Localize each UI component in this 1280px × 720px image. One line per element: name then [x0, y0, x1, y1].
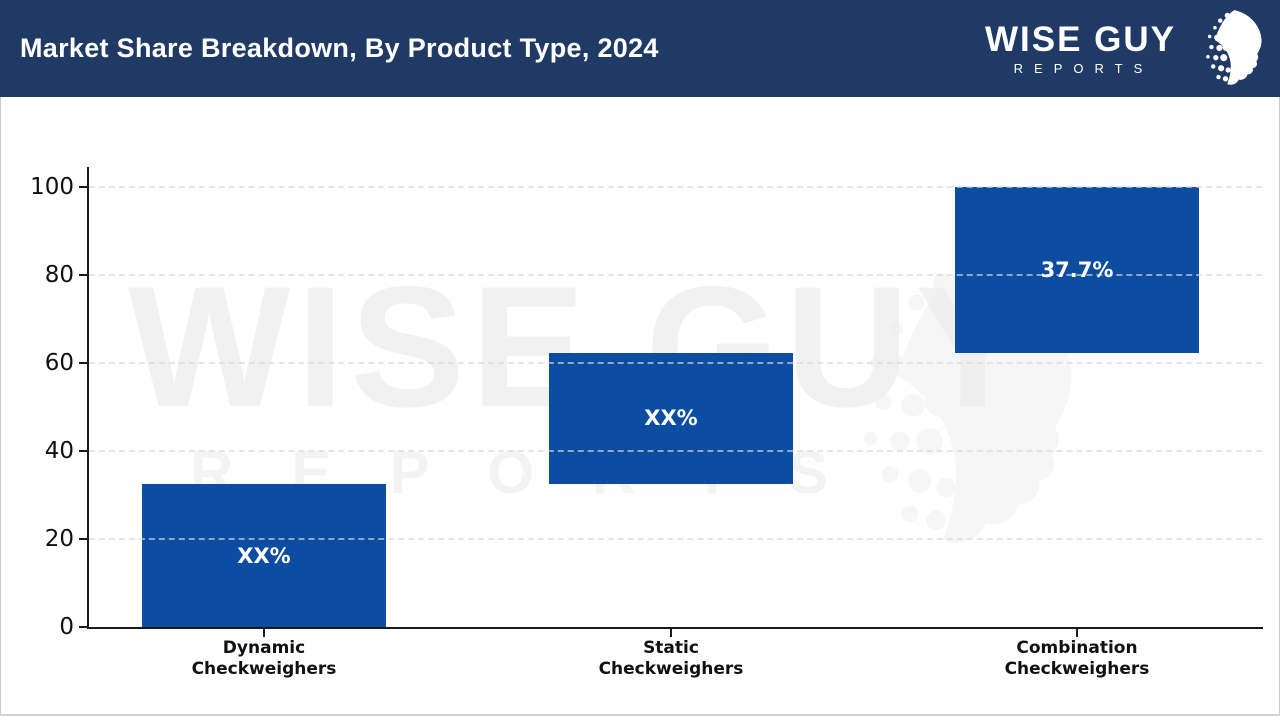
brand-logo-text: WISE GUY REPORTS	[984, 19, 1176, 76]
brand-subtitle: REPORTS	[1013, 60, 1154, 76]
bar-value-label: XX%	[644, 406, 698, 431]
x-tick	[670, 629, 672, 637]
category-label-line: Dynamic	[222, 638, 306, 658]
y-tick-label: 80	[44, 262, 74, 288]
gridline	[89, 450, 1262, 452]
category-label: Static Checkweighers	[511, 638, 831, 680]
bar-segment	[549, 352, 793, 484]
gridline	[89, 186, 1262, 188]
y-tick-label: 40	[44, 438, 74, 464]
y-tick-label: 60	[44, 350, 74, 376]
bar-value-label: 37.7%	[1040, 257, 1114, 282]
bottom-divider	[0, 714, 1280, 716]
x-tick	[1076, 629, 1078, 637]
y-tick	[79, 274, 87, 276]
y-tick	[79, 538, 87, 540]
y-tick	[79, 626, 87, 628]
category-label-line: Combination	[1016, 638, 1138, 658]
header-bar: Market Share Breakdown, By Product Type,…	[0, 0, 1280, 97]
y-tick	[79, 362, 87, 364]
x-tick	[263, 629, 265, 637]
brand-name: WISE GUY	[984, 19, 1176, 59]
y-axis-line	[87, 167, 89, 629]
bar-value-label: XX%	[237, 543, 291, 568]
y-tick	[79, 186, 87, 188]
category-label-line: Static	[643, 638, 699, 658]
gridline	[89, 362, 1262, 364]
category-label-line: Checkweighers	[191, 659, 337, 679]
face-profile-icon	[1206, 10, 1262, 85]
y-tick	[79, 450, 87, 452]
y-tick-label: 20	[44, 526, 74, 552]
category-label-line: Checkweighers	[598, 659, 744, 679]
gridline	[89, 538, 1262, 540]
y-tick-label: 0	[59, 614, 74, 640]
y-tick-label: 100	[30, 174, 74, 200]
page-title: Market Share Breakdown, By Product Type,…	[20, 33, 659, 63]
category-label: Combination Checkweighers	[917, 638, 1237, 680]
category-label: Dynamic Checkweighers	[104, 638, 424, 680]
x-axis-line	[87, 627, 1263, 629]
brand-logo: WISE GUY REPORTS	[985, 6, 1266, 90]
bar-segment	[142, 484, 386, 627]
category-label-line: Checkweighers	[1004, 659, 1150, 679]
gridline	[89, 274, 1262, 276]
